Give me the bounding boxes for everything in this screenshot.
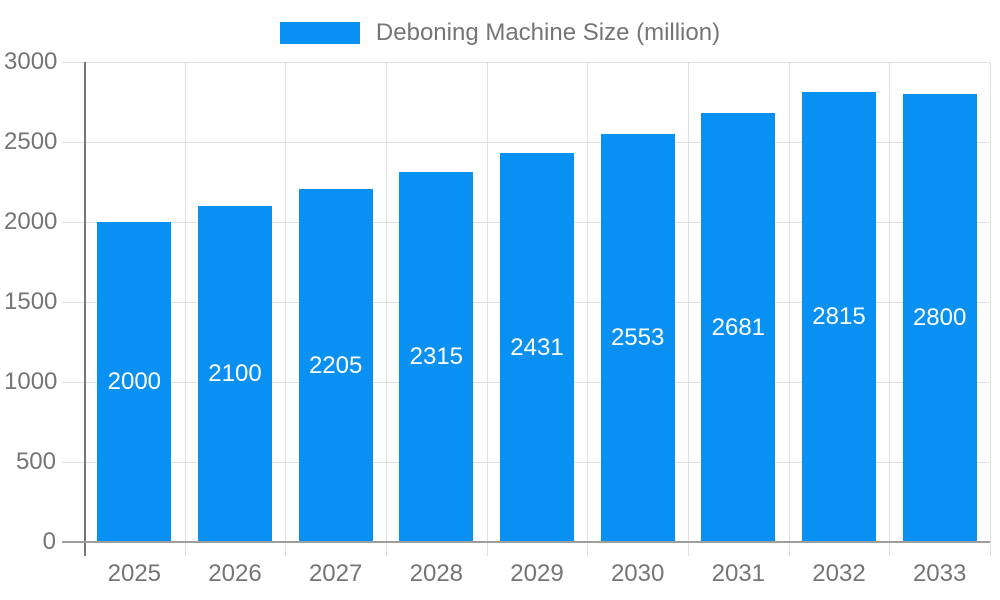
- x-axis-tick-label: 2032: [812, 560, 866, 587]
- bar-2026[interactable]: [198, 206, 272, 542]
- bar-2028[interactable]: [399, 171, 474, 542]
- x-axis-tick-label: 2028: [409, 560, 464, 587]
- x-axis-line: [62, 541, 990, 543]
- y-axis-tick-label: 3000: [4, 48, 58, 75]
- bar-value-label: 2431: [510, 333, 564, 361]
- bar-value-label: 2681: [711, 313, 766, 341]
- x-gridline: [184, 62, 186, 556]
- bar-2031[interactable]: [701, 113, 776, 542]
- bar-2033[interactable]: [902, 94, 977, 542]
- legend-color-swatch: [279, 22, 360, 44]
- x-gridline: [486, 62, 488, 556]
- x-gridline: [688, 62, 689, 556]
- bar-value-label: 2205: [308, 351, 363, 379]
- y-gridline: [62, 142, 990, 143]
- bar-2027[interactable]: [298, 189, 373, 542]
- bar-2030[interactable]: [600, 133, 675, 542]
- x-gridline: [587, 62, 589, 556]
- bar-value-label: 2000: [107, 368, 162, 395]
- y-axis-tick-label: 0: [42, 528, 56, 555]
- x-gridline: [788, 62, 790, 556]
- bar-2029[interactable]: [500, 153, 574, 542]
- legend-label: Deboning Machine Size (million): [375, 19, 721, 46]
- y-axis-tick-label: 1500: [4, 288, 58, 315]
- bar-2025[interactable]: [97, 222, 172, 542]
- x-axis-tick-label: 2026: [208, 560, 262, 587]
- bar-2032[interactable]: [802, 91, 876, 542]
- x-axis-tick-label: 2031: [711, 560, 766, 587]
- bar-value-label: 2315: [409, 342, 464, 370]
- x-gridline: [889, 62, 891, 556]
- y-axis-line: [84, 62, 86, 556]
- x-axis-tick-label: 2025: [107, 560, 162, 587]
- y-axis-tick-label: 2500: [4, 128, 58, 155]
- bar-value-label: 2800: [912, 304, 967, 331]
- x-axis-tick-label: 2030: [610, 560, 665, 587]
- x-axis-tick-label: 2029: [510, 560, 564, 587]
- x-gridline: [990, 62, 991, 556]
- y-gridline: [62, 62, 990, 63]
- chart-legend[interactable]: Deboning Machine Size (million): [0, 18, 1000, 48]
- y-axis-tick-label: 500: [15, 448, 56, 475]
- x-gridline: [285, 62, 287, 556]
- y-axis-tick-label: 2000: [4, 208, 58, 235]
- bar-value-label: 2100: [208, 360, 262, 387]
- bar-value-label: 2553: [610, 323, 665, 351]
- x-axis-tick-label: 2033: [912, 560, 967, 587]
- x-axis-tick-label: 2027: [308, 560, 363, 587]
- x-gridline: [386, 62, 387, 556]
- y-axis-tick-label: 1000: [4, 368, 58, 395]
- bar-value-label: 2815: [812, 302, 866, 330]
